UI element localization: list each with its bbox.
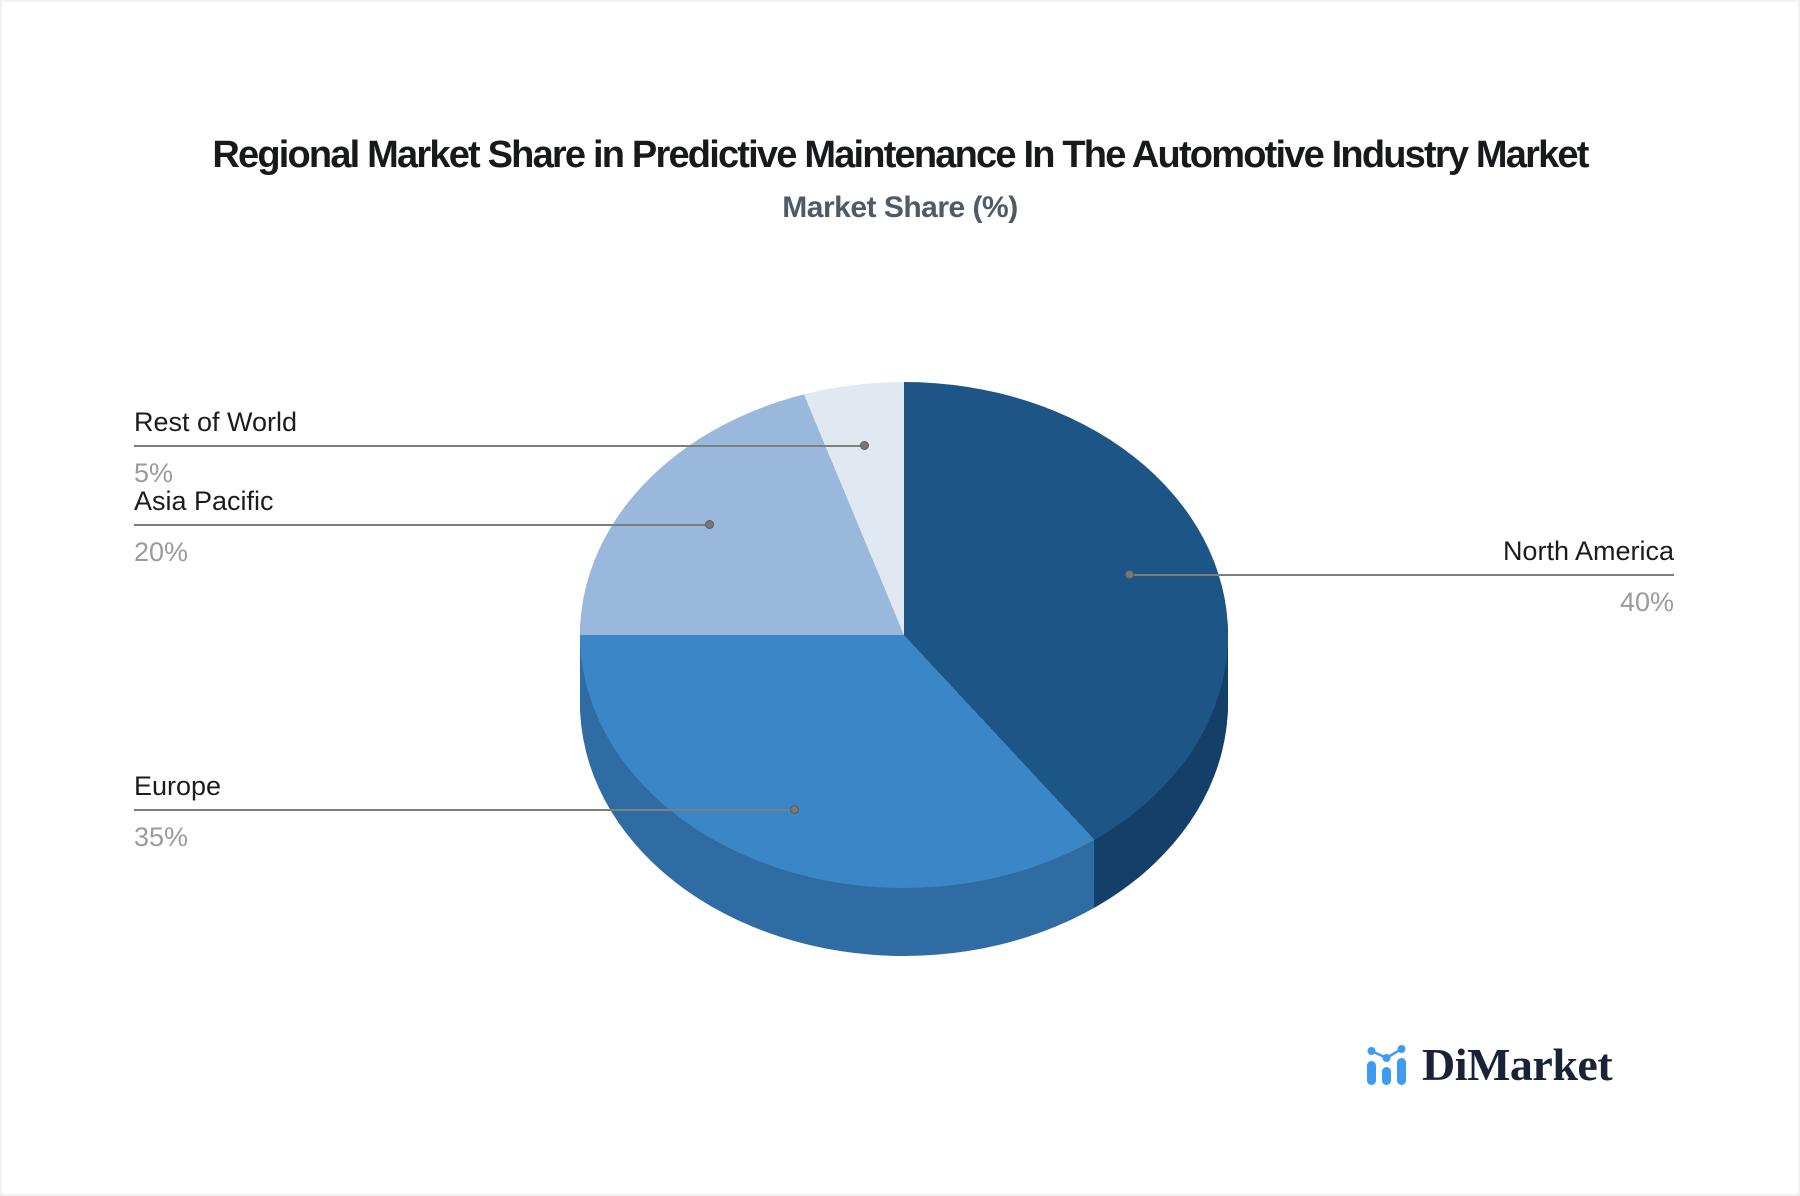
pie-top-surface xyxy=(580,382,1228,888)
slice-label: Rest of World xyxy=(134,407,298,437)
leader-dot xyxy=(705,520,714,529)
slice-label: Europe xyxy=(134,771,222,801)
leader-dot xyxy=(1125,570,1134,579)
slice-value: 5% xyxy=(134,458,174,488)
logo: DiMarket xyxy=(1367,1039,1613,1090)
slice-label: North America xyxy=(1502,536,1674,566)
slice-value: 20% xyxy=(134,537,189,567)
leader-line xyxy=(134,809,794,811)
leader-dot xyxy=(860,441,869,450)
chart-header: Regional Market Share in Predictive Main… xyxy=(2,132,1798,226)
logo-text: DiMarket xyxy=(1422,1039,1613,1090)
leader-line xyxy=(1130,574,1674,576)
slice-value: 40% xyxy=(1619,587,1674,617)
slice-value: 35% xyxy=(134,822,189,852)
chart-subtitle: Market Share (%) xyxy=(782,191,1018,224)
bar-chart-logo-icon xyxy=(1367,1045,1406,1085)
leader-line xyxy=(134,445,864,447)
chart-title: Regional Market Share in Predictive Main… xyxy=(212,134,1589,176)
leader-line xyxy=(134,524,709,526)
leader-dot xyxy=(790,805,799,814)
slice-label: Asia Pacific xyxy=(134,486,274,516)
pie-chart xyxy=(580,382,1228,956)
